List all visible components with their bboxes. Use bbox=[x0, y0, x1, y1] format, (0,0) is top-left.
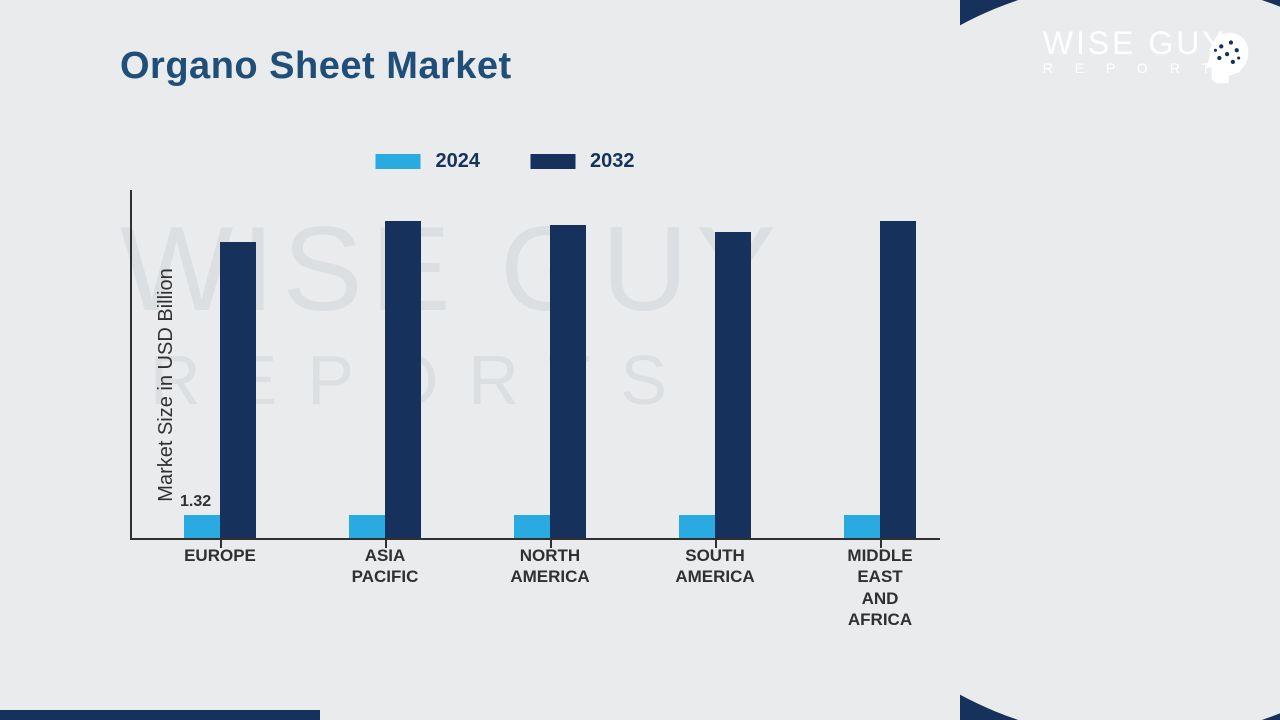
x-axis-category-label: EUROPE bbox=[155, 545, 285, 566]
legend-swatch-2032 bbox=[530, 154, 575, 169]
brand-logo: WISE GUY R E P O R T S bbox=[1043, 25, 1250, 76]
bar-2024 bbox=[844, 515, 880, 538]
legend-item-2024: 2024 bbox=[376, 150, 481, 173]
right-brand-panel: WISE GUY R E P O R T S bbox=[960, 0, 1280, 720]
bar-2024 bbox=[514, 515, 550, 538]
bar-2024 bbox=[679, 515, 715, 538]
x-tick bbox=[385, 540, 387, 548]
x-tick bbox=[550, 540, 552, 548]
main-chart-area: Organo Sheet Market WISE GUY REPORTS 202… bbox=[0, 0, 960, 720]
bottom-accent-bar bbox=[0, 710, 320, 720]
x-tick bbox=[715, 540, 717, 548]
ai-head-icon bbox=[1200, 29, 1258, 87]
plot-area: 1.32 bbox=[130, 190, 940, 540]
chart-title: Organo Sheet Market bbox=[120, 45, 512, 88]
bar-group bbox=[514, 225, 586, 538]
y-axis bbox=[130, 190, 132, 540]
bar-value-label: 1.32 bbox=[180, 493, 211, 511]
chart-legend: 2024 2032 bbox=[376, 150, 635, 173]
bar-group bbox=[349, 221, 421, 538]
brand-logo-line1: WISE GUY bbox=[1043, 25, 1250, 62]
x-axis-category-label: SOUTHAMERICA bbox=[650, 545, 780, 588]
bar-2032 bbox=[880, 221, 916, 538]
bar-2032 bbox=[385, 221, 421, 538]
legend-label-2032: 2032 bbox=[590, 150, 635, 173]
x-axis-category-label: MIDDLEEASTANDAFRICA bbox=[815, 545, 945, 630]
bar-chart: 2024 2032 Market Size in USD Billion 1.3… bbox=[70, 150, 940, 620]
bar-group bbox=[844, 221, 916, 538]
bar-2032 bbox=[715, 232, 751, 538]
bar-2032 bbox=[550, 225, 586, 538]
bar-2024 bbox=[349, 515, 385, 538]
bar-group bbox=[679, 232, 751, 538]
legend-label-2024: 2024 bbox=[436, 150, 481, 173]
x-axis-category-label: ASIAPACIFIC bbox=[320, 545, 450, 588]
legend-item-2032: 2032 bbox=[530, 150, 635, 173]
x-axis-category-label: NORTHAMERICA bbox=[485, 545, 615, 588]
bar-2032 bbox=[220, 242, 256, 538]
x-tick bbox=[220, 540, 222, 548]
x-tick bbox=[880, 540, 882, 548]
x-axis bbox=[130, 538, 940, 540]
report-graphic: WISE GUY R E P O R T S Organo Sheet Mark… bbox=[0, 0, 1280, 720]
bar-2024 bbox=[184, 515, 220, 538]
legend-swatch-2024 bbox=[376, 154, 421, 169]
